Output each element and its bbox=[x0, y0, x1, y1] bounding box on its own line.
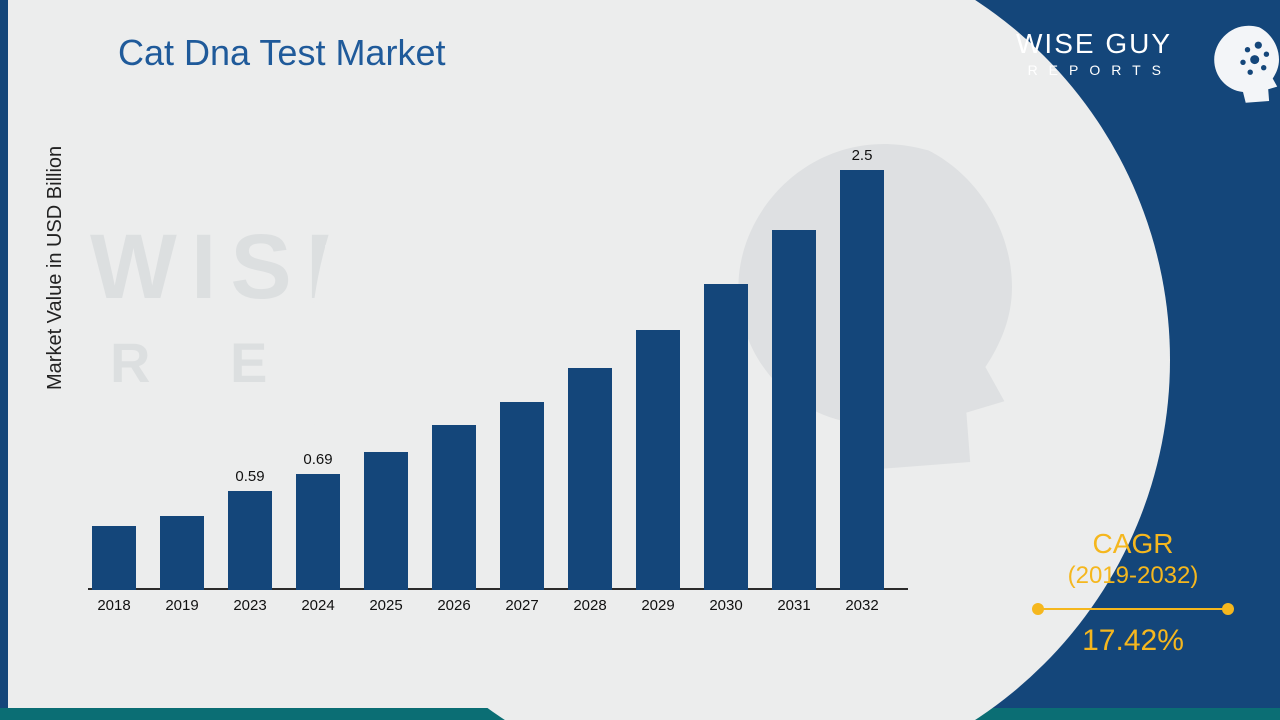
x-tick-label: 2018 bbox=[84, 597, 144, 614]
bar bbox=[772, 230, 816, 590]
x-tick-label: 2030 bbox=[696, 597, 756, 614]
x-tick-label: 2026 bbox=[424, 597, 484, 614]
brand-name: WISE GUY bbox=[1016, 28, 1250, 60]
x-tick-label: 2031 bbox=[764, 597, 824, 614]
chart-title: Cat Dna Test Market bbox=[118, 32, 445, 74]
bar bbox=[432, 425, 476, 590]
bar bbox=[500, 402, 544, 590]
brand-block: WISE GUY REPORTS bbox=[1016, 28, 1250, 78]
bar bbox=[92, 526, 136, 590]
bar bbox=[364, 452, 408, 590]
cagr-block: CAGR (2019-2032) 17.42% bbox=[1018, 528, 1248, 658]
bar bbox=[704, 284, 748, 590]
bar-value-label: 0.69 bbox=[288, 451, 348, 468]
bar bbox=[160, 516, 204, 590]
bar bbox=[840, 170, 884, 590]
cagr-title: CAGR bbox=[1018, 528, 1248, 560]
cagr-value: 17.42% bbox=[1018, 624, 1248, 658]
bar bbox=[568, 368, 612, 590]
x-tick-label: 2019 bbox=[152, 597, 212, 614]
x-tick-label: 2032 bbox=[832, 597, 892, 614]
x-tick-label: 2027 bbox=[492, 597, 552, 614]
x-tick-label: 2025 bbox=[356, 597, 416, 614]
cagr-range: (2019-2032) bbox=[1018, 562, 1248, 590]
x-tick-label: 2028 bbox=[560, 597, 620, 614]
bar-chart-plot: 2018201920230.5920240.692025202620272028… bbox=[88, 170, 908, 590]
bar bbox=[636, 330, 680, 590]
x-tick-label: 2029 bbox=[628, 597, 688, 614]
left-edge-stripe bbox=[0, 0, 8, 720]
brand-subtitle: REPORTS bbox=[1016, 62, 1250, 78]
bar-value-label: 0.59 bbox=[220, 468, 280, 485]
x-tick-label: 2023 bbox=[220, 597, 280, 614]
cagr-divider bbox=[1038, 608, 1228, 610]
bar bbox=[228, 491, 272, 590]
x-tick-label: 2024 bbox=[288, 597, 348, 614]
y-axis-label: Market Value in USD Billion bbox=[44, 146, 67, 390]
bar-value-label: 2.5 bbox=[832, 147, 892, 164]
infographic-canvas: WISE GUY R E P O R T S Cat Dna Test Mark… bbox=[0, 0, 1280, 720]
bar bbox=[296, 474, 340, 590]
